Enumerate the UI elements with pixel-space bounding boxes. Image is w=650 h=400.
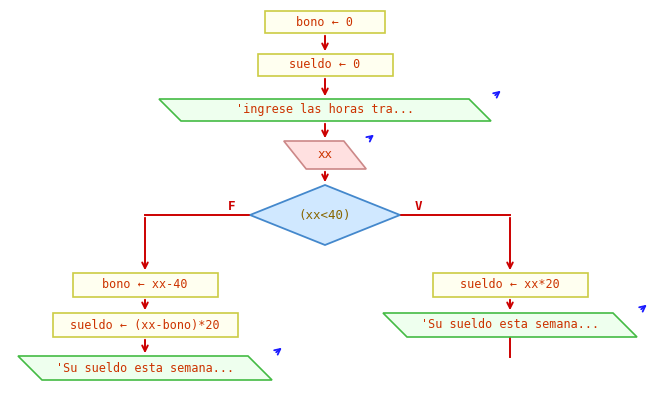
Polygon shape xyxy=(159,99,491,121)
Polygon shape xyxy=(383,313,637,337)
Text: sueldo ← (xx-bono)*20: sueldo ← (xx-bono)*20 xyxy=(70,318,220,332)
Bar xyxy=(432,273,588,297)
Polygon shape xyxy=(284,141,366,169)
Text: sueldo ← 0: sueldo ← 0 xyxy=(289,58,361,72)
Text: 'Su sueldo esta semana...: 'Su sueldo esta semana... xyxy=(421,318,599,332)
Bar xyxy=(257,54,393,76)
Text: F: F xyxy=(228,200,236,214)
Bar xyxy=(73,273,218,297)
Text: 'ingrese las horas tra...: 'ingrese las horas tra... xyxy=(236,104,414,116)
Text: 'Su sueldo esta semana...: 'Su sueldo esta semana... xyxy=(56,362,234,374)
Text: bono ← xx-40: bono ← xx-40 xyxy=(102,278,188,292)
Text: (xx<40): (xx<40) xyxy=(299,208,351,222)
Text: sueldo ← xx*20: sueldo ← xx*20 xyxy=(460,278,560,292)
Text: xx: xx xyxy=(317,148,333,162)
Bar xyxy=(265,11,385,33)
Text: V: V xyxy=(414,200,422,214)
Text: bono ← 0: bono ← 0 xyxy=(296,16,354,28)
Polygon shape xyxy=(250,185,400,245)
Bar xyxy=(53,313,237,337)
Polygon shape xyxy=(18,356,272,380)
